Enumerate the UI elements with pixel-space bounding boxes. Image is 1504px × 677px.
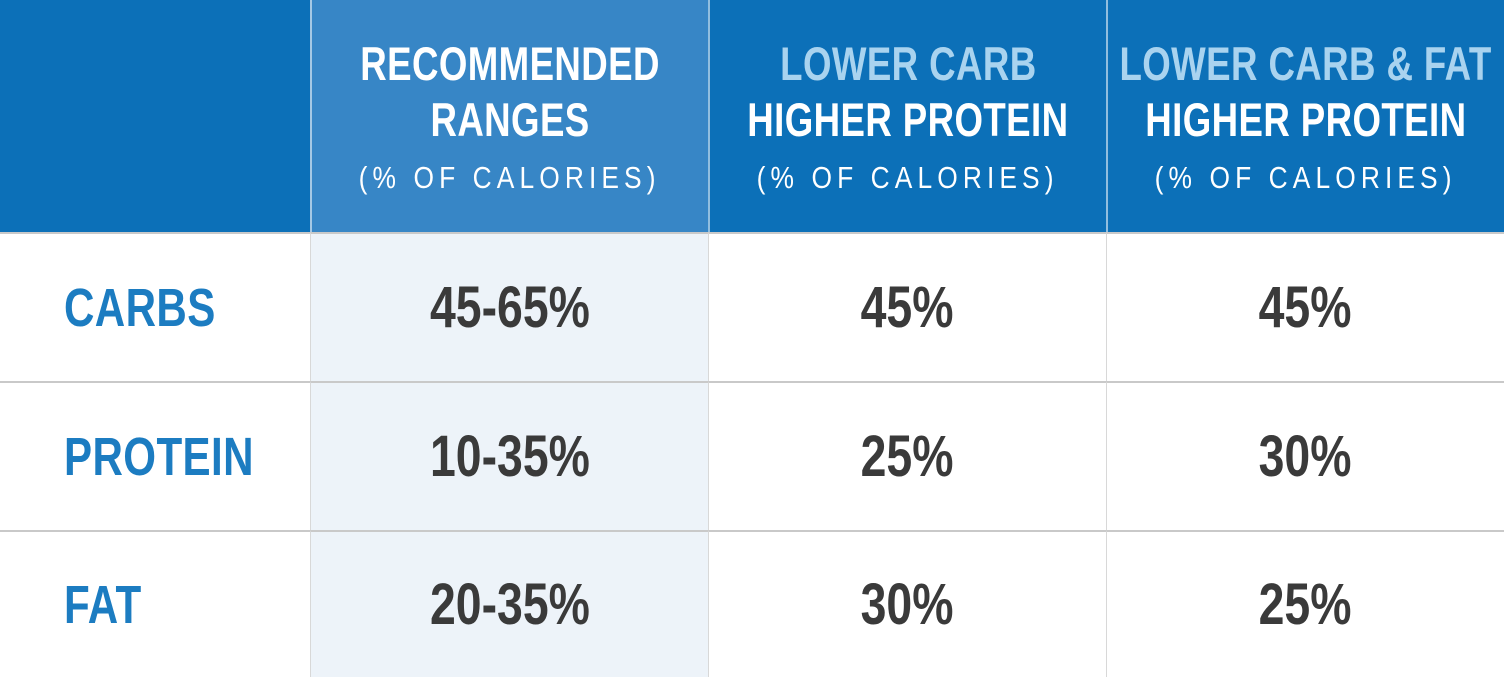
- header-subtitle: (% OF CALORIES): [359, 160, 661, 195]
- header-title-line2: RANGES: [430, 93, 590, 146]
- header-title-line2: HIGHER PROTEIN: [1145, 93, 1467, 146]
- fat-lower-carb-fat-value: 25%: [1259, 572, 1352, 637]
- table-row-protein-label-cell: PROTEIN: [0, 381, 310, 530]
- header-subtitle: (% OF CALORIES): [757, 160, 1059, 195]
- header-cell-lower-carb-fat: LOWER CARB & FAT HIGHER PROTEIN (% OF CA…: [1106, 0, 1504, 232]
- header-cell-recommended-ranges: RECOMMENDED RANGES (% OF CALORIES): [310, 0, 708, 232]
- row-label-protein: PROTEIN: [64, 426, 254, 487]
- fat-lower-carb-value: 30%: [861, 572, 954, 637]
- row-label-fat: FAT: [64, 574, 142, 635]
- protein-lower-carb-value: 25%: [861, 424, 954, 489]
- protein-lower-carb-fat-cell: 30%: [1106, 381, 1504, 530]
- header-cell-empty: [0, 0, 310, 232]
- fat-recommended-cell: 20-35%: [310, 530, 708, 677]
- row-label-carbs: CARBS: [64, 277, 216, 338]
- fat-lower-carb-cell: 30%: [708, 530, 1106, 677]
- carbs-lower-carb-fat-cell: 45%: [1106, 232, 1504, 381]
- carbs-lower-carb-cell: 45%: [708, 232, 1106, 381]
- carbs-recommended-cell: 45-65%: [310, 232, 708, 381]
- carbs-lower-carb-value: 45%: [861, 275, 954, 340]
- header-cell-lower-carb: LOWER CARB HIGHER PROTEIN (% OF CALORIES…: [708, 0, 1106, 232]
- header-title-line1: LOWER CARB: [779, 37, 1037, 90]
- header-title-line1: LOWER CARB & FAT: [1119, 37, 1493, 90]
- header-title-line2: HIGHER PROTEIN: [747, 93, 1069, 146]
- carbs-lower-carb-fat-value: 45%: [1259, 275, 1352, 340]
- protein-lower-carb-cell: 25%: [708, 381, 1106, 530]
- table-row-carbs-label-cell: CARBS: [0, 232, 310, 381]
- fat-recommended-value: 20-35%: [429, 572, 590, 637]
- protein-recommended-cell: 10-35%: [310, 381, 708, 530]
- header-subtitle: (% OF CALORIES): [1155, 160, 1457, 195]
- protein-recommended-value: 10-35%: [429, 424, 590, 489]
- fat-lower-carb-fat-cell: 25%: [1106, 530, 1504, 677]
- table-row-fat-label-cell: FAT: [0, 530, 310, 677]
- carbs-recommended-value: 45-65%: [429, 275, 590, 340]
- header-title-line1: RECOMMENDED: [360, 37, 660, 90]
- protein-lower-carb-fat-value: 30%: [1259, 424, 1352, 489]
